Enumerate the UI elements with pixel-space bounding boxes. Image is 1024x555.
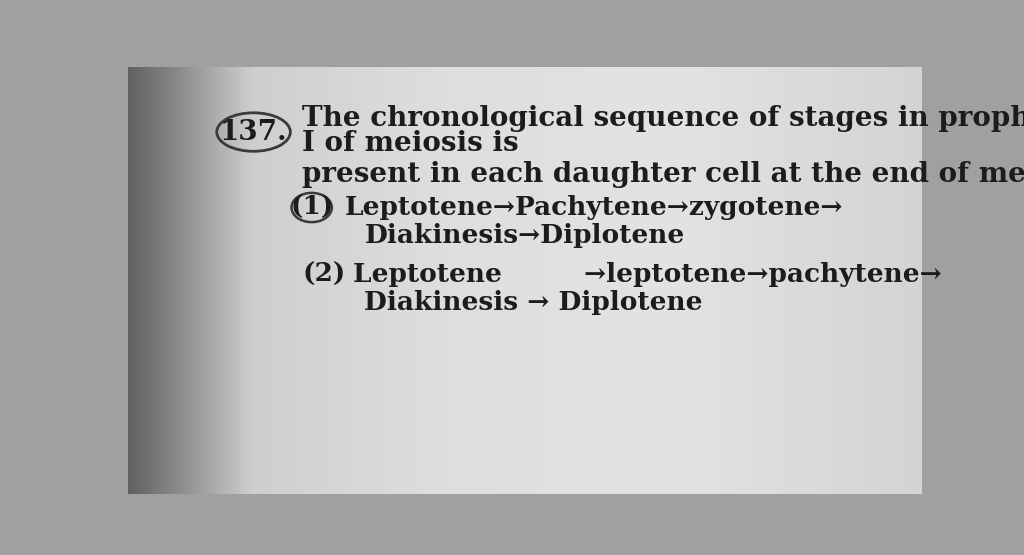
Text: Diakinesis→Diplotene: Diakinesis→Diplotene — [365, 224, 685, 249]
Text: present in each daughter cell at the end of meiosis I: present in each daughter cell at the end… — [302, 161, 1024, 188]
Text: (2): (2) — [302, 262, 346, 287]
Text: I of meiosis is: I of meiosis is — [302, 130, 519, 157]
Text: Leptotene         →leptotene→pachytene→: Leptotene →leptotene→pachytene→ — [352, 262, 941, 287]
Text: Leptotene→Pachytene→zygotene→: Leptotene→Pachytene→zygotene→ — [345, 195, 844, 220]
Text: (1): (1) — [290, 195, 333, 220]
Text: 137.: 137. — [220, 119, 288, 145]
Text: Diakinesis → Diplotene: Diakinesis → Diplotene — [365, 290, 702, 315]
Text: The chronological sequence of stages in prophase: The chronological sequence of stages in … — [302, 105, 1024, 133]
